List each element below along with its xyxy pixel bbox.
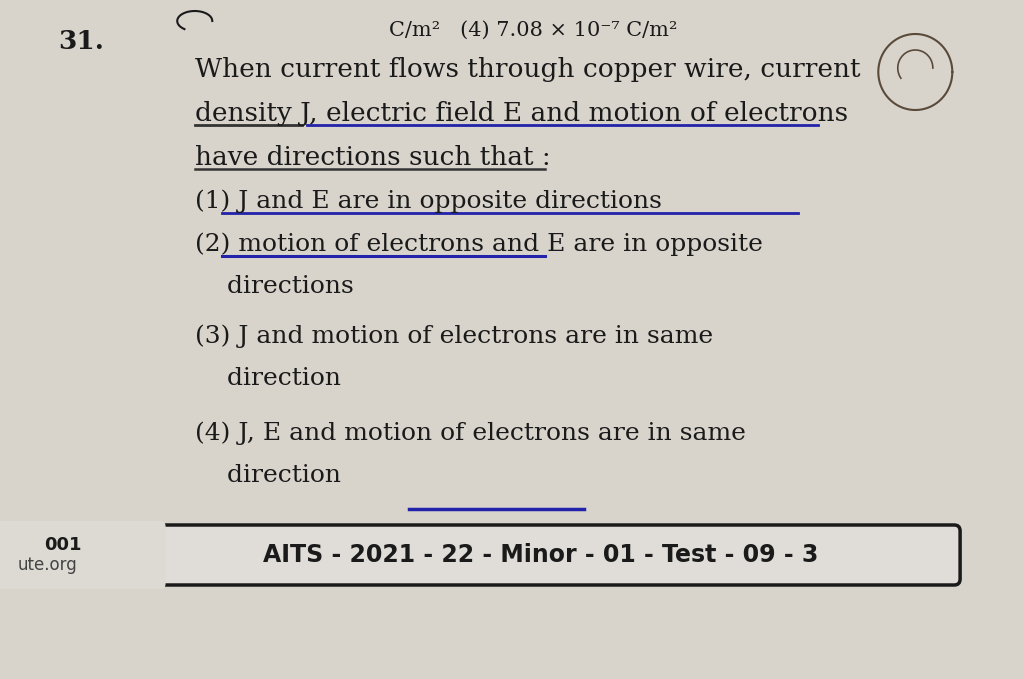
Text: C/m²   (4) 7.08 × 10⁻⁷ C/m²: C/m² (4) 7.08 × 10⁻⁷ C/m² bbox=[389, 21, 678, 40]
Text: (3) J and motion of electrons are in same: (3) J and motion of electrons are in sam… bbox=[195, 324, 713, 348]
Text: have directions such that :: have directions such that : bbox=[195, 145, 551, 170]
Text: (1) J and E are in opposite directions: (1) J and E are in opposite directions bbox=[195, 189, 662, 213]
Text: direction: direction bbox=[195, 367, 341, 390]
Text: AITS - 2021 - 22 - Minor - 01 - Test - 09 - 3: AITS - 2021 - 22 - Minor - 01 - Test - 0… bbox=[263, 543, 818, 567]
Text: ute.org: ute.org bbox=[17, 556, 77, 574]
Text: 31.: 31. bbox=[58, 29, 104, 54]
Text: directions: directions bbox=[195, 275, 353, 298]
Text: direction: direction bbox=[195, 464, 341, 487]
Text: 001: 001 bbox=[44, 536, 81, 554]
Text: (4) J, E and motion of electrons are in same: (4) J, E and motion of electrons are in … bbox=[195, 421, 745, 445]
Text: (2) motion of electrons and E are in opposite: (2) motion of electrons and E are in opp… bbox=[195, 232, 763, 255]
FancyBboxPatch shape bbox=[121, 525, 961, 585]
FancyBboxPatch shape bbox=[0, 521, 166, 589]
Text: When current flows through copper wire, current: When current flows through copper wire, … bbox=[195, 57, 860, 82]
Text: density J, electric field E and motion of electrons: density J, electric field E and motion o… bbox=[195, 101, 848, 126]
